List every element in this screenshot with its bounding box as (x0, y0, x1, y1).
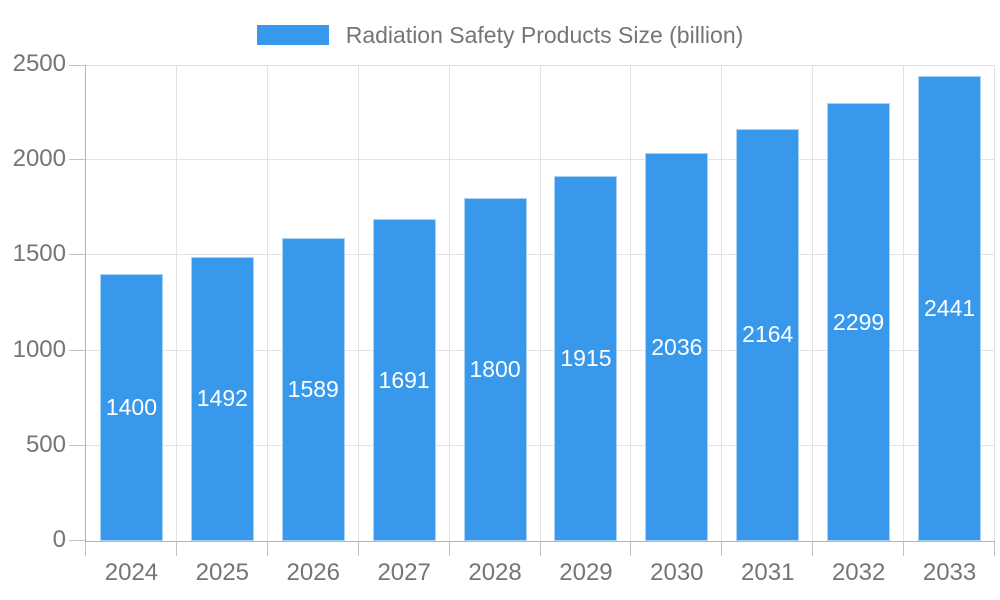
y-axis-tick (69, 65, 85, 66)
v-gridline (903, 65, 905, 541)
y-axis-label: 0 (52, 526, 66, 553)
bar[interactable]: 1915 (554, 176, 618, 541)
y-axis-label: 500 (25, 430, 66, 458)
x-axis-tick (448, 542, 450, 556)
h-gridline (86, 65, 995, 66)
x-axis-tick (357, 542, 359, 556)
bar[interactable]: 1691 (372, 219, 436, 541)
y-axis-label: 2500 (12, 50, 66, 77)
y-axis-tick (69, 254, 85, 256)
bar-value-label: 1915 (560, 345, 612, 372)
v-gridline (266, 65, 268, 541)
bar[interactable]: 2441 (918, 76, 982, 541)
v-gridline (994, 65, 995, 541)
bar-value-label: 1800 (469, 356, 521, 383)
v-gridline (175, 65, 177, 541)
bar-value-label: 2036 (651, 333, 703, 360)
y-axis-label: 1500 (12, 240, 66, 268)
x-axis-label: 2028 (468, 559, 522, 586)
v-gridline (812, 65, 814, 541)
x-axis-tick (812, 542, 814, 556)
bar[interactable]: 1400 (99, 274, 163, 541)
x-axis-label: 2032 (831, 559, 886, 586)
plot-area: 0 500 1000 1500 2000 2500 1400 2024 1492 2025 1589… (13, 50, 995, 586)
v-gridline (630, 65, 632, 541)
bar-value-label: 1589 (287, 376, 339, 403)
y-axis-tick (69, 159, 85, 161)
y-axis-tick (69, 349, 85, 351)
bar-value-label: 1492 (196, 385, 248, 412)
x-axis-label: 2029 (559, 559, 613, 586)
v-gridline (357, 65, 359, 541)
x-axis-label: 2024 (104, 559, 159, 586)
bar-value-label: 2164 (742, 321, 794, 348)
h-gridline (86, 159, 995, 161)
h-gridline (86, 349, 995, 351)
y-axis-label: 2000 (12, 145, 66, 173)
x-axis-tick (630, 542, 632, 556)
x-axis-tick (721, 542, 723, 556)
bar[interactable]: 1800 (463, 198, 527, 541)
bar-value-label: 2299 (833, 308, 885, 335)
h-gridline (86, 254, 995, 256)
legend-swatch[interactable] (256, 25, 329, 45)
bar-value-label: 2441 (923, 295, 976, 322)
bar[interactable]: 2036 (645, 153, 709, 541)
bar-value-label: 1400 (105, 394, 158, 421)
h-gridline (86, 444, 995, 446)
bar[interactable]: 1589 (281, 238, 345, 541)
legend[interactable]: Radiation Safety Products Size (billion) (0, 18, 1000, 52)
bar-value-label: 1691 (378, 366, 430, 393)
x-axis-tick (994, 542, 995, 556)
y-axis-label: 1000 (12, 335, 66, 363)
bar[interactable]: 1492 (190, 256, 254, 541)
x-axis-label: 2025 (195, 559, 250, 586)
v-gridline (721, 65, 723, 541)
x-axis-tick (266, 542, 268, 556)
x-axis-tick (85, 542, 86, 556)
x-axis-label: 2027 (377, 559, 431, 586)
legend-label: Radiation Safety Products Size (billion) (345, 21, 744, 48)
v-gridline (448, 65, 450, 541)
x-axis-tick (903, 542, 905, 556)
x-axis-label: 2026 (286, 559, 340, 586)
bar[interactable]: 2164 (736, 128, 800, 541)
y-axis-tick (69, 444, 85, 446)
bar[interactable]: 2299 (827, 103, 891, 541)
x-axis-tick (175, 542, 177, 556)
x-axis-tick (539, 542, 541, 556)
x-axis-label: 2033 (922, 559, 977, 586)
v-gridline (539, 65, 541, 541)
x-axis-label: 2031 (741, 559, 795, 586)
x-axis-label: 2030 (650, 559, 704, 586)
y-axis-tick (69, 540, 85, 541)
